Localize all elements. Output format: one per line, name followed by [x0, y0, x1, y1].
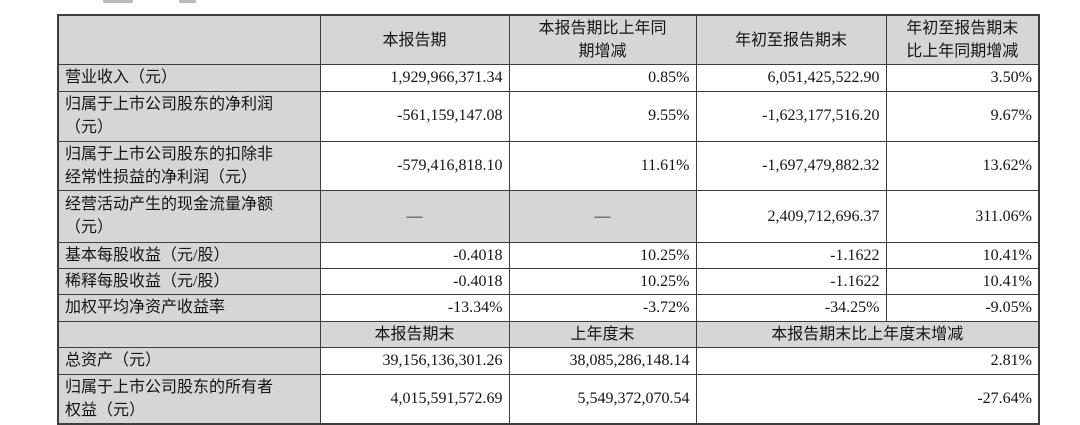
header-current-period-yoy-change: 本报告期比上年同 期增减	[508, 14, 697, 66]
header-empty-cell	[57, 320, 321, 348]
table-row: 归属于上市公司股东的扣除非 经常性损益的净利润（元） -579,416,818.…	[57, 140, 1040, 191]
cell-value: 1,929,966,371.34	[319, 64, 510, 92]
cell-value: -1.1622	[695, 268, 887, 296]
cell-value: 5,549,372,070.54	[508, 373, 697, 425]
cell-value: -3.72%	[508, 294, 697, 322]
cell-value: 38,085,286,148.14	[508, 346, 697, 375]
mid-header-row: 本报告期末 上年度末 本报告期末比上年度末增减	[57, 320, 1040, 348]
cell-value: -9.05%	[885, 294, 1040, 322]
table-row: 归属于上市公司股东的所有者 权益（元） 4,015,591,572.69 5,5…	[57, 373, 1040, 425]
cell-value: 11.61%	[508, 140, 697, 191]
cell-value: -561,159,147.08	[319, 90, 510, 142]
row-label: 归属于上市公司股东的净利润 （元）	[57, 90, 321, 142]
row-label: 加权平均净资产收益率	[57, 294, 321, 322]
top-header-row: 本报告期 本报告期比上年同 期增减 年初至报告期末 年初至报告期末 比上年同期增…	[57, 14, 1040, 66]
cell-value: 9.55%	[508, 90, 697, 142]
header-period-end-change: 本报告期末比上年度末增减	[695, 320, 1040, 348]
header-ytd: 年初至报告期末	[695, 14, 887, 66]
cell-value: 2.81%	[695, 346, 1040, 375]
cell-value: 6,051,425,522.90	[695, 64, 887, 92]
cell-value: -0.4018	[319, 241, 510, 270]
clipped-text-fragment	[179, 0, 196, 3]
cell-value: 4,015,591,572.69	[319, 373, 510, 425]
cell-value: 39,156,136,301.26	[319, 346, 510, 375]
row-label: 归属于上市公司股东的扣除非 经常性损益的净利润（元）	[57, 140, 321, 191]
row-label: 归属于上市公司股东的所有者 权益（元）	[57, 373, 321, 425]
table-row: 基本每股收益（元/股） -0.4018 10.25% -1.1622 10.41…	[57, 241, 1040, 270]
header-empty-cell	[57, 14, 321, 66]
cell-value: -1,697,479,882.32	[695, 140, 887, 191]
cell-value: -27.64%	[695, 373, 1040, 425]
cell-not-applicable: —	[319, 189, 510, 243]
table-row: 营业收入（元） 1,929,966,371.34 0.85% 6,051,425…	[57, 64, 1040, 92]
header-current-period: 本报告期	[319, 14, 510, 66]
table-row: 加权平均净资产收益率 -13.34% -3.72% -34.25% -9.05%	[57, 294, 1040, 322]
cell-value: -13.34%	[319, 294, 510, 322]
cell-value: 10.41%	[885, 268, 1040, 296]
cell-value: 10.25%	[508, 268, 697, 296]
table-row: 归属于上市公司股东的净利润 （元） -561,159,147.08 9.55% …	[57, 90, 1040, 142]
cell-value: 10.41%	[885, 241, 1040, 270]
cell-value: 0.85%	[508, 64, 697, 92]
cell-value: 9.67%	[885, 90, 1040, 142]
cell-value: -0.4018	[319, 268, 510, 296]
key-financials-table: 本报告期 本报告期比上年同 期增减 年初至报告期末 年初至报告期末 比上年同期增…	[57, 14, 1040, 425]
row-label: 稀释每股收益（元/股）	[57, 268, 321, 296]
cell-value: -1,623,177,516.20	[695, 90, 887, 142]
cell-value: 10.25%	[508, 241, 697, 270]
cell-value: -579,416,818.10	[319, 140, 510, 191]
header-ytd-yoy-change: 年初至报告期末 比上年同期增减	[885, 14, 1040, 66]
cell-value: 3.50%	[885, 64, 1040, 92]
cell-value: 311.06%	[885, 189, 1040, 243]
row-label: 营业收入（元）	[57, 64, 321, 92]
clipped-text-fragment	[103, 0, 133, 3]
cell-value: 13.62%	[885, 140, 1040, 191]
row-label: 总资产（元）	[57, 346, 321, 375]
row-label: 经营活动产生的现金流量净额 （元）	[57, 189, 321, 243]
cell-value: 2,409,712,696.37	[695, 189, 887, 243]
cell-value: -34.25%	[695, 294, 887, 322]
table-row: 稀释每股收益（元/股） -0.4018 10.25% -1.1622 10.41…	[57, 268, 1040, 296]
cell-value: -1.1622	[695, 241, 887, 270]
table-row: 总资产（元） 39,156,136,301.26 38,085,286,148.…	[57, 346, 1040, 375]
table-row: 经营活动产生的现金流量净额 （元） — — 2,409,712,696.37 3…	[57, 189, 1040, 243]
header-prior-year-end: 上年度末	[508, 320, 697, 348]
row-label: 基本每股收益（元/股）	[57, 241, 321, 270]
cell-not-applicable: —	[508, 189, 697, 243]
header-period-end: 本报告期末	[319, 320, 510, 348]
